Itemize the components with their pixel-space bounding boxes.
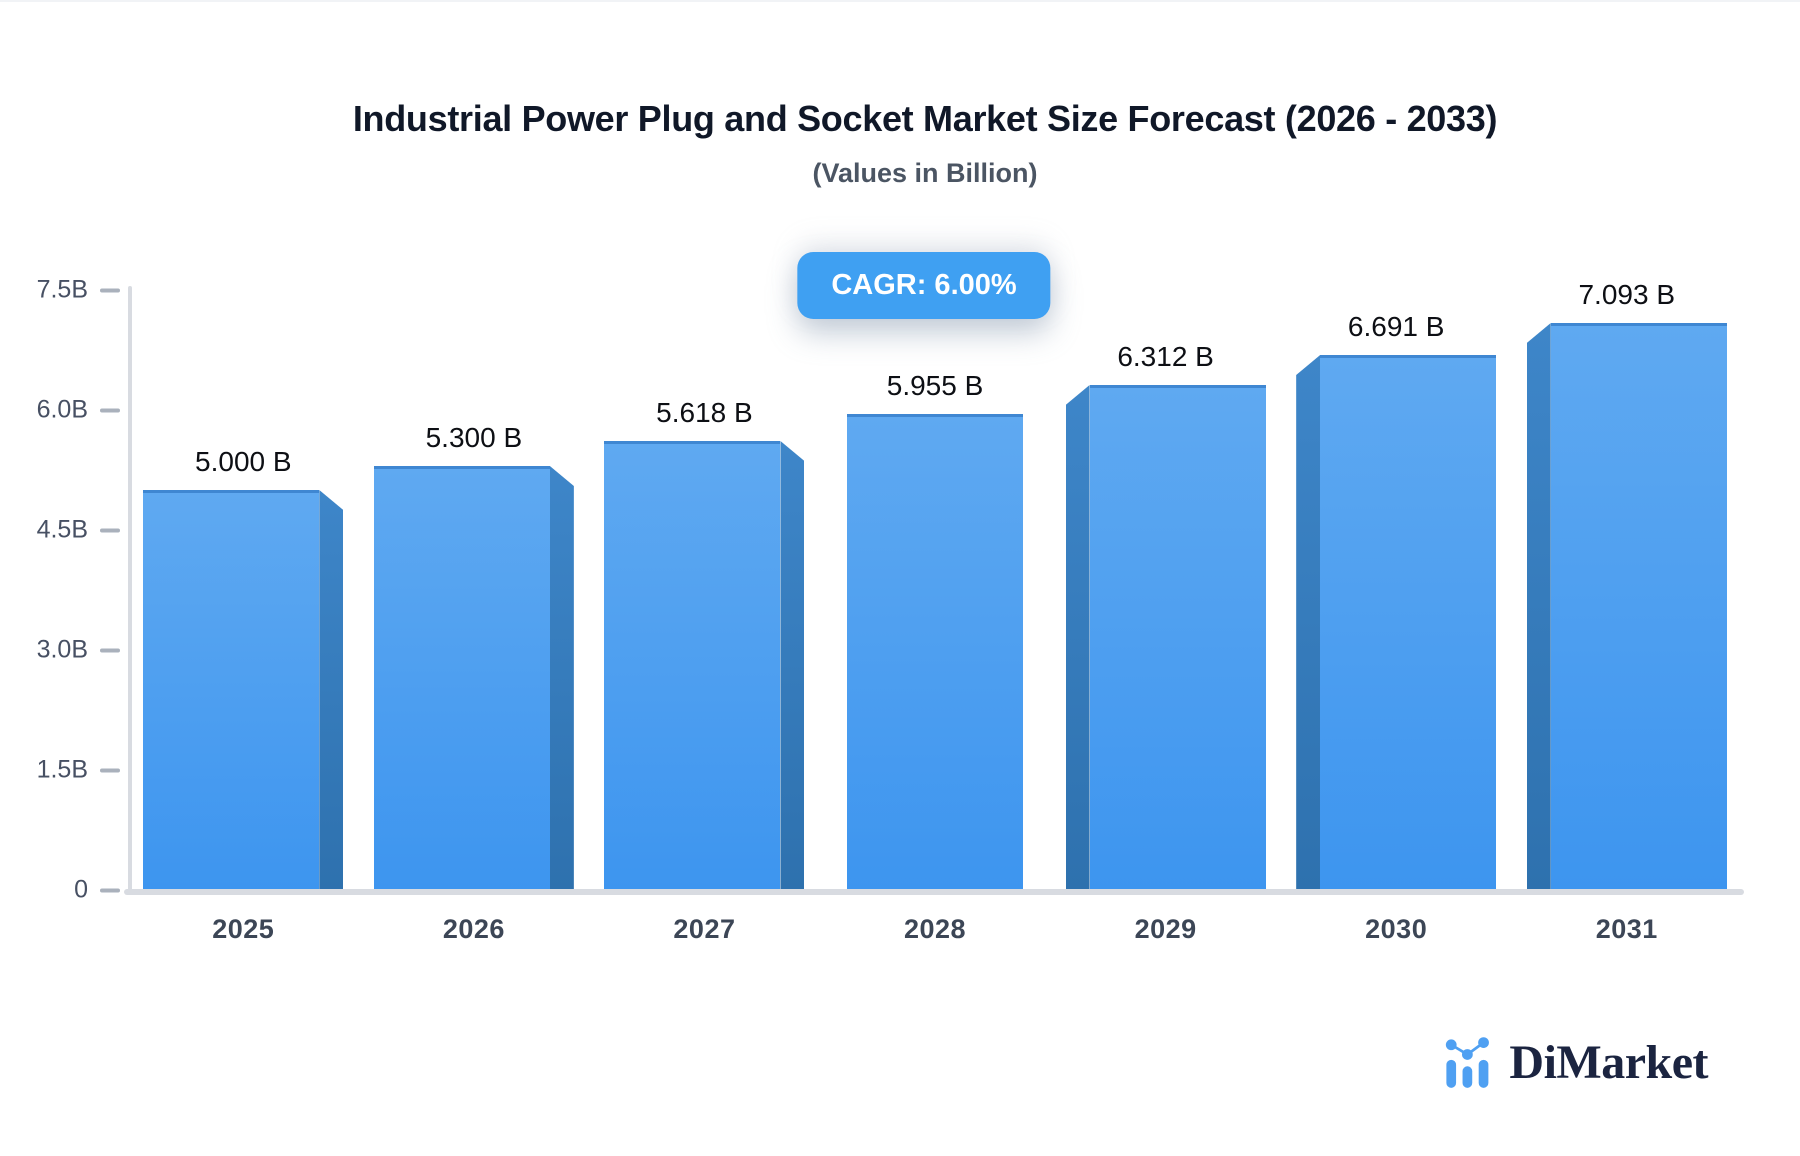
cagr-badge: CAGR: 6.00% <box>797 252 1051 319</box>
bar-group: 7.093 B <box>1526 279 1727 890</box>
bar-2026[interactable] <box>373 466 550 890</box>
brand-logo[interactable]: DiMarket <box>1443 1034 1708 1090</box>
bar-group: 5.618 B <box>604 397 805 890</box>
bar-side-face <box>1296 355 1321 890</box>
bar-value-label: 5.618 B <box>656 397 753 428</box>
chart-header: Industrial Power Plug and Socket Market … <box>50 2 1800 189</box>
y-tick-mark <box>100 288 120 292</box>
x-axis-label-2026: 2026 <box>442 914 505 944</box>
y-tick-label: 4.5B <box>36 515 88 544</box>
y-tick-label: 6.0B <box>36 395 88 424</box>
bar-slot-2028: 5.955 B 2028 <box>820 290 1051 944</box>
bar-side-face <box>319 490 344 890</box>
bar-value-label: 5.955 B <box>886 370 984 401</box>
y-tick-label: 0 <box>74 875 88 904</box>
x-axis-label-2028: 2028 <box>903 914 967 944</box>
bar-value-label: 5.300 B <box>425 422 523 453</box>
bar-2031[interactable] <box>1550 323 1727 890</box>
bar-slot-2029: 6.312 B 2029 <box>1050 290 1281 944</box>
y-tick-mark <box>100 768 120 772</box>
brand-name: DiMarket <box>1509 1035 1708 1089</box>
y-tick-4.5B: 4.5B <box>37 516 120 545</box>
y-axis: 0 1.5B 3.0B 4.5B 6.0B 7.5B <box>0 276 120 904</box>
bar-value-label: 5.000 B <box>195 446 292 477</box>
y-tick-mark <box>100 648 120 652</box>
bar-group: 6.312 B <box>1065 341 1266 890</box>
x-axis-label-2029: 2029 <box>1134 914 1197 944</box>
bar-value-label: 7.093 B <box>1578 279 1676 310</box>
y-tick-mark <box>100 888 120 892</box>
bar-2029[interactable] <box>1089 385 1266 890</box>
bar-side-face <box>549 466 574 890</box>
plot-area: 0 1.5B 3.0B 4.5B 6.0B 7.5B 5.000 B 2025 5.300 B… <box>37 276 1744 944</box>
y-tick-3.0B: 3.0B <box>37 636 120 665</box>
chart-title: Industrial Power Plug and Socket Market … <box>352 98 1498 139</box>
bar-group: 5.000 B <box>143 446 344 890</box>
y-tick-6.0B: 6.0B <box>37 396 120 425</box>
bar-side-face <box>780 441 805 890</box>
y-tick-label: 1.5B <box>36 755 88 784</box>
bar-slot-2026: 5.300 B 2026 <box>359 290 590 944</box>
y-tick-7.5B: 7.5B <box>37 276 120 305</box>
bar-side-face <box>1065 385 1090 890</box>
bars-container: 5.000 B 2025 5.300 B 2026 5.618 B 2027 5.955 B… <box>128 279 1742 944</box>
bar-group: 6.691 B <box>1296 311 1497 890</box>
bar-2025[interactable] <box>143 490 320 890</box>
x-axis-label-2031: 2031 <box>1595 914 1658 944</box>
y-tick-label: 3.0B <box>36 635 88 664</box>
bar-2028[interactable] <box>847 414 1024 890</box>
x-axis-line <box>124 889 1744 895</box>
bar-side-face <box>1526 323 1551 890</box>
bar-slot-2025: 5.000 B 2025 <box>128 290 359 944</box>
y-tick-label: 7.5B <box>36 275 88 304</box>
bar-slot-2031: 7.093 B 2031 <box>1511 279 1742 944</box>
bar-value-label: 6.312 B <box>1117 341 1214 372</box>
bar-group: 5.300 B <box>373 422 574 890</box>
bar-2030[interactable] <box>1320 355 1497 890</box>
bar-group: 5.955 B <box>847 370 1024 890</box>
y-tick-1.5B: 1.5B <box>37 756 120 785</box>
y-tick-mark <box>100 528 120 532</box>
bar-2027[interactable] <box>604 441 781 890</box>
bar-value-label: 6.691 B <box>1347 311 1445 342</box>
y-axis-line <box>128 286 132 892</box>
x-axis-label-2030: 2030 <box>1365 914 1428 944</box>
bar-slot-2027: 5.618 B 2027 <box>589 290 820 944</box>
y-tick-mark <box>100 408 120 412</box>
x-axis-label-2025: 2025 <box>212 914 275 944</box>
x-axis-label-2027: 2027 <box>673 914 736 944</box>
chart-subtitle: (Values in Billion) <box>812 158 1038 188</box>
y-tick-0: 0 <box>74 876 120 905</box>
bar-slot-2030: 6.691 B 2030 <box>1281 290 1512 944</box>
dimarket-chart-icon <box>1446 1037 1490 1088</box>
